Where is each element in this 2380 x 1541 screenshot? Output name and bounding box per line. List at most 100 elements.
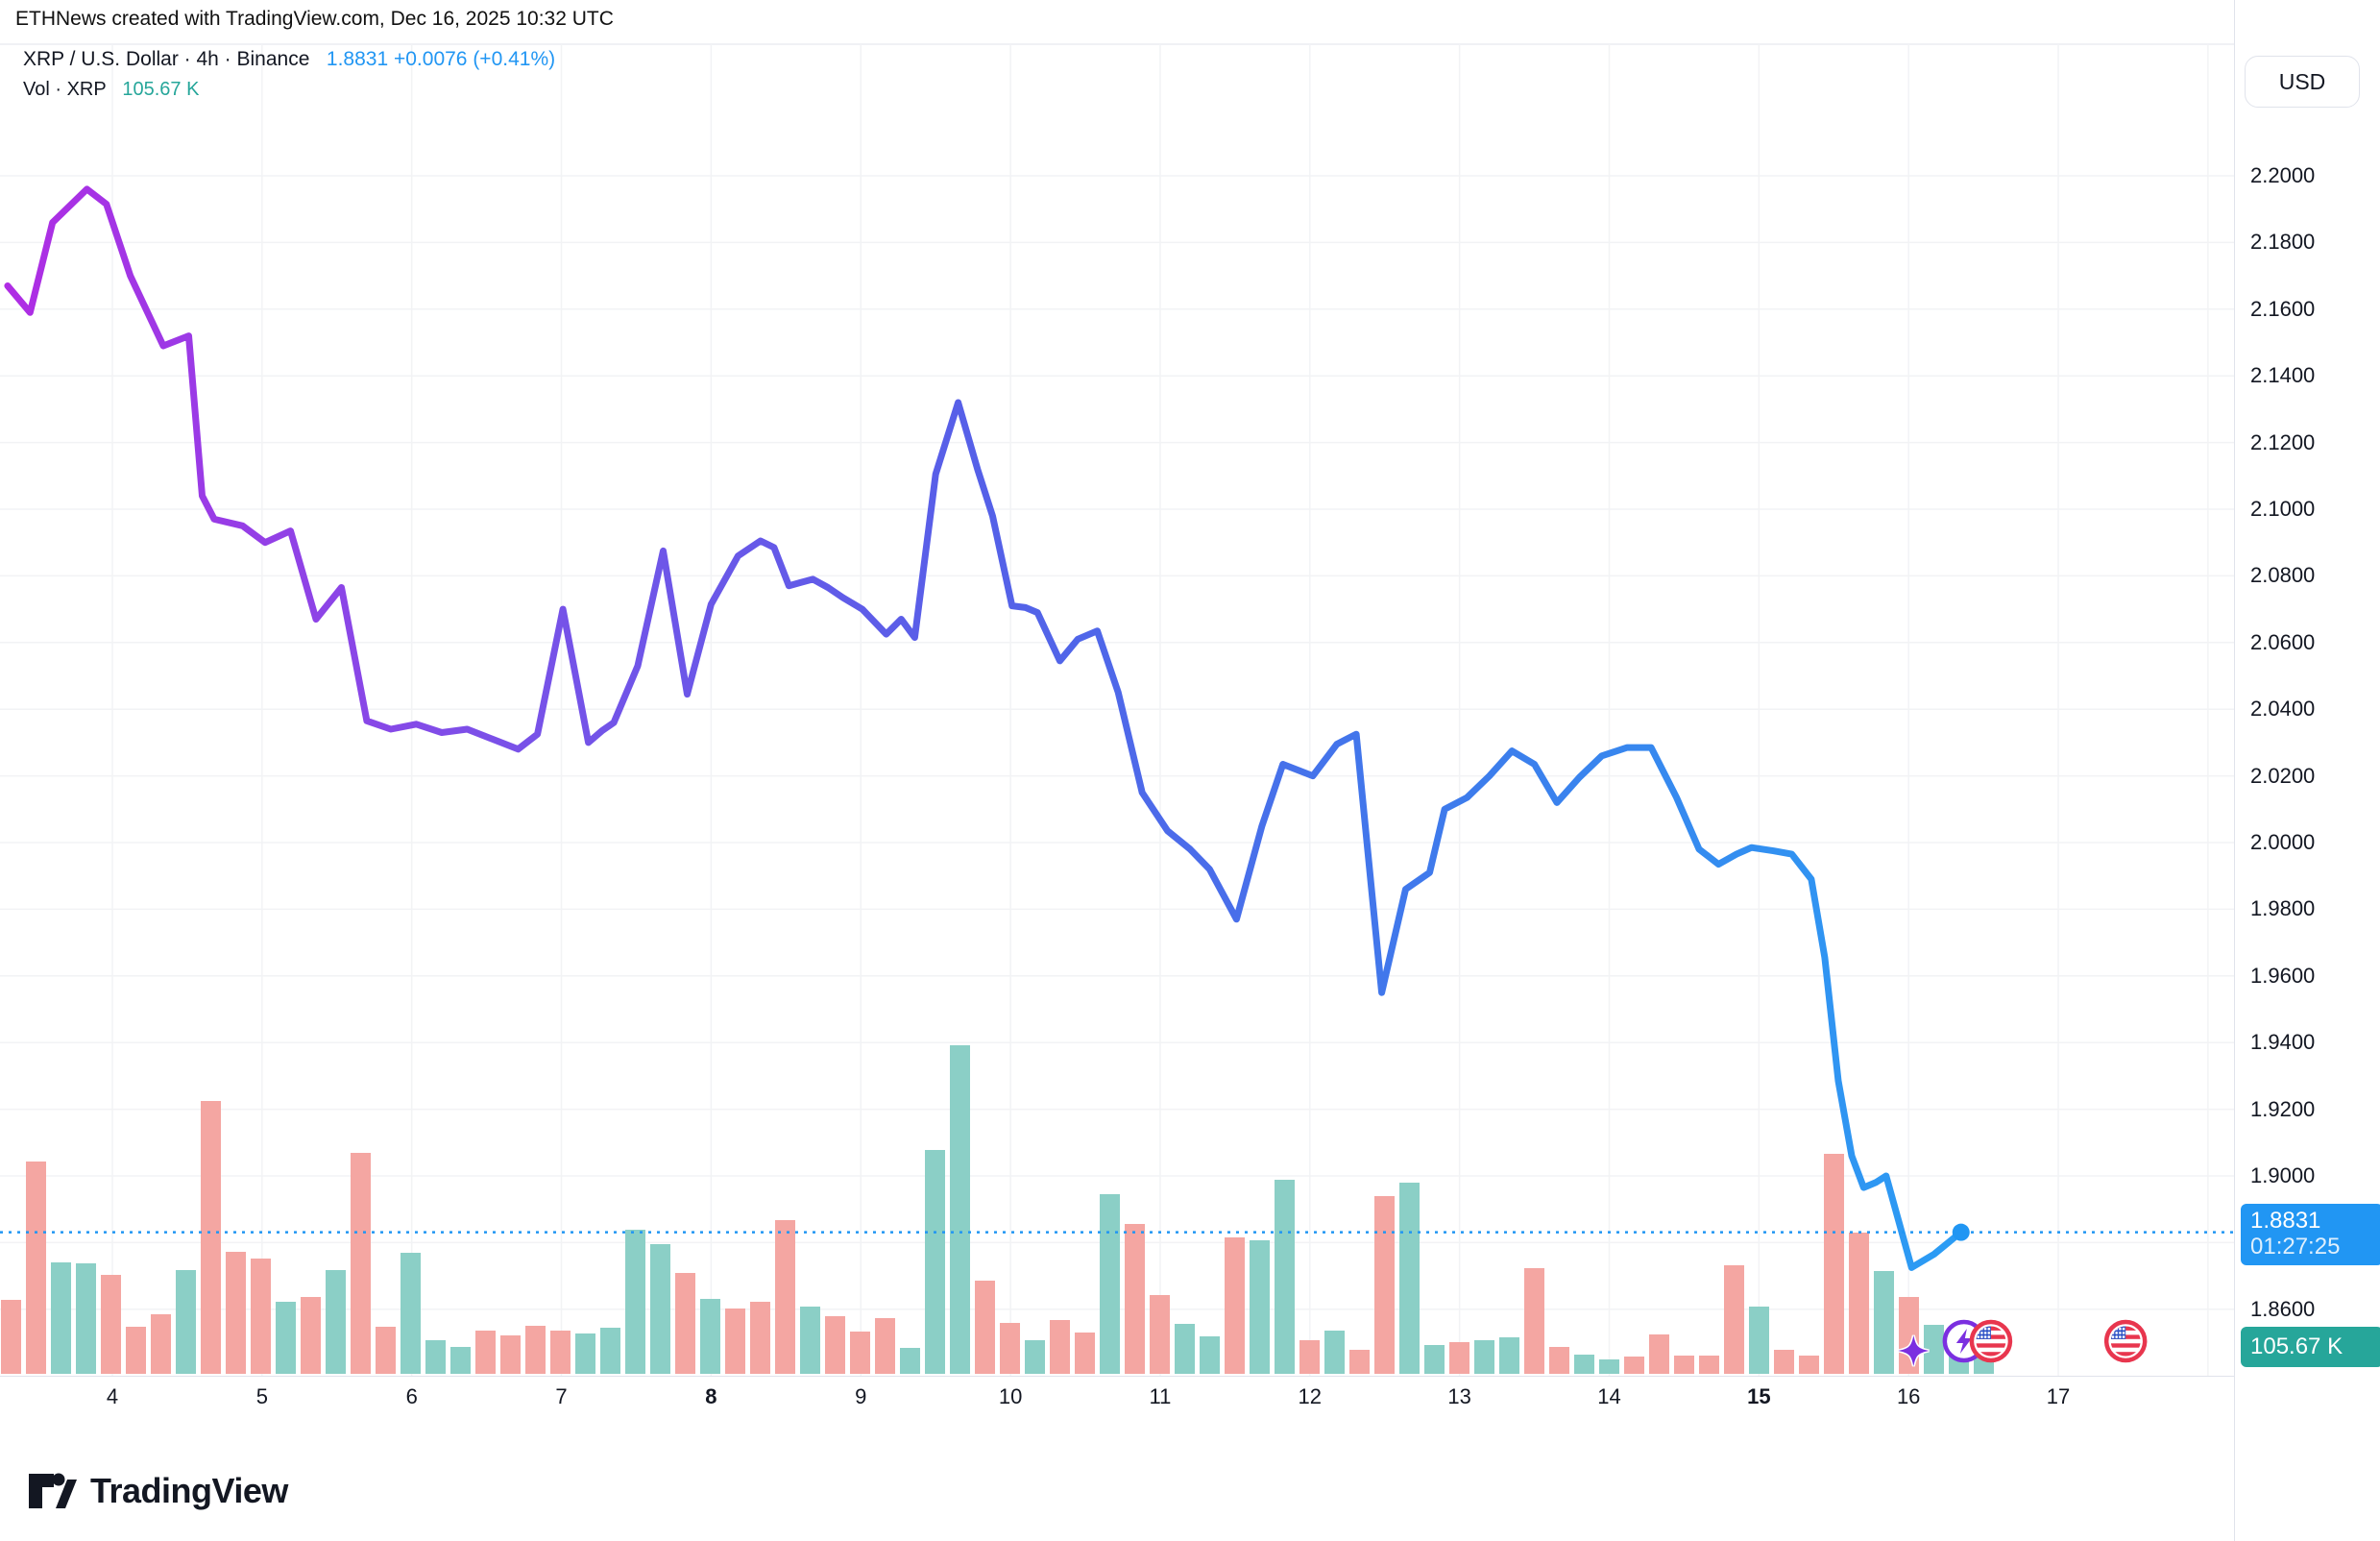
volume-badge: 105.67 K (2241, 1327, 2380, 1367)
volume-bar (625, 1230, 645, 1374)
volume-bar (575, 1333, 595, 1374)
price-axis-label: 2.1600 (2250, 296, 2316, 321)
volume-bar (76, 1263, 96, 1374)
symbol-legend[interactable]: XRP / U.S. Dollar · 4h · Binance 1.8831 … (23, 48, 555, 71)
volume-bar (1624, 1357, 1644, 1374)
price-axis-label: 2.0800 (2250, 563, 2316, 588)
time-axis-label: 10 (998, 1384, 1023, 1408)
time-axis-label: 16 (1896, 1384, 1921, 1408)
volume-bar (1025, 1340, 1045, 1374)
volume-bar (1349, 1350, 1370, 1374)
volume-bar (1924, 1325, 1944, 1374)
volume-bar (1125, 1224, 1145, 1374)
volume-bar (925, 1150, 945, 1374)
volume-bar (1200, 1336, 1220, 1374)
volume-bar (1250, 1240, 1270, 1374)
price-axis-label: 1.9000 (2250, 1163, 2316, 1187)
volume-bar (226, 1252, 246, 1374)
currency-toggle-button[interactable]: USD (2245, 56, 2360, 108)
volume-bar (1324, 1331, 1345, 1374)
bar-countdown: 01:27:25 (2250, 1234, 2341, 1260)
volume-bar (700, 1299, 720, 1374)
volume-bar (251, 1259, 271, 1374)
volume-bar (1699, 1356, 1719, 1374)
volume-bar (1574, 1355, 1594, 1374)
volume-bar (1000, 1323, 1020, 1374)
price-axis-label: 1.9400 (2250, 1030, 2316, 1055)
volume-bar (750, 1302, 770, 1374)
time-axis-label: 12 (1298, 1384, 1323, 1408)
volume-bar (525, 1326, 546, 1374)
volume-bar (1874, 1271, 1894, 1374)
last-price-dot (1952, 1223, 1970, 1241)
volume-bar (1399, 1183, 1420, 1374)
volume-bar (775, 1220, 795, 1374)
us-flag-event-icon[interactable] (1969, 1319, 2013, 1363)
volume-legend[interactable]: Vol · XRP 105.67 K (23, 79, 199, 101)
volume-bar (975, 1281, 995, 1374)
symbol-price-change: 1.8831 +0.0076 (+0.41%) (326, 48, 556, 70)
time-axis-label: 6 (405, 1384, 418, 1408)
volume-bar (276, 1302, 296, 1374)
volume-bar (825, 1316, 845, 1374)
volume-bar (126, 1327, 146, 1374)
volume-bar (475, 1331, 496, 1374)
price-axis-label: 1.9800 (2250, 896, 2316, 921)
price-axis[interactable]: USD 2.2000 2.1800 2.1600 2.1400 2.1200 2.1000… (2234, 0, 2380, 1541)
price-axis-label: 1.9200 (2250, 1096, 2316, 1121)
volume-bar (26, 1162, 46, 1374)
price-axis-label: 2.1000 (2250, 497, 2316, 521)
price-axis-label: 2.0400 (2250, 697, 2316, 722)
volume-bar (1150, 1295, 1170, 1374)
volume-bar (1225, 1237, 1245, 1374)
volume-bar (101, 1275, 121, 1374)
volume-bar (1075, 1333, 1095, 1374)
time-axis-label: 11 (1149, 1384, 1172, 1408)
volume-bar (1050, 1320, 1070, 1374)
time-axis-label: 15 (1747, 1384, 1771, 1408)
volume-bar (51, 1262, 71, 1374)
volume-bar (1499, 1337, 1519, 1374)
sparkle-event-icon[interactable] (1898, 1334, 1930, 1367)
volume-bar (151, 1314, 171, 1374)
volume-bar (950, 1045, 970, 1374)
volume-bar (900, 1348, 920, 1374)
time-axis[interactable]: 4 5 6 7 8 9 10 11 12 13 14 15 16 17 (0, 1376, 2234, 1421)
volume-bar (376, 1327, 396, 1374)
price-line (4, 185, 1965, 1271)
volume-bar (1824, 1154, 1844, 1374)
chart-canvas[interactable] (0, 0, 2234, 1376)
time-axis-label: 7 (555, 1384, 568, 1408)
tradingview-logo-icon (29, 1473, 77, 1508)
time-axis-label: 13 (1447, 1384, 1471, 1408)
volume-legend-label: Vol · XRP (23, 79, 107, 100)
volume-bar (875, 1318, 895, 1374)
volume-bar (1175, 1324, 1195, 1374)
volume-bar (1449, 1342, 1469, 1374)
time-axis-label: 17 (2046, 1384, 2071, 1408)
volume-bar (500, 1335, 521, 1374)
tradingview-branding[interactable]: TradingView (27, 1468, 288, 1514)
volume-bar (326, 1270, 346, 1374)
volume-bar (1, 1300, 21, 1374)
volume-bar (675, 1273, 695, 1374)
volume-legend-value: 105.67 K (122, 79, 200, 100)
volume-bar (1549, 1347, 1569, 1374)
volume-bar (1774, 1350, 1794, 1374)
volume-bar (1749, 1307, 1769, 1374)
volume-bar (850, 1332, 870, 1374)
volume-bar (425, 1340, 446, 1374)
volume-bar (1474, 1340, 1494, 1374)
price-axis-label: 2.0200 (2250, 763, 2316, 788)
volume-bar (176, 1270, 196, 1374)
volume-bar (450, 1347, 471, 1374)
price-axis-label: 2.1800 (2250, 230, 2316, 255)
last-price-value: 1.8831 (2250, 1208, 2321, 1234)
page-title: ETHNews created with TradingView.com, De… (15, 8, 614, 30)
us-flag-event-icon[interactable] (2103, 1319, 2148, 1363)
volume-bar (1799, 1356, 1819, 1374)
volume-bar (201, 1101, 221, 1374)
price-axis-label: 1.8600 (2250, 1296, 2316, 1321)
time-axis-label: 8 (705, 1384, 717, 1408)
